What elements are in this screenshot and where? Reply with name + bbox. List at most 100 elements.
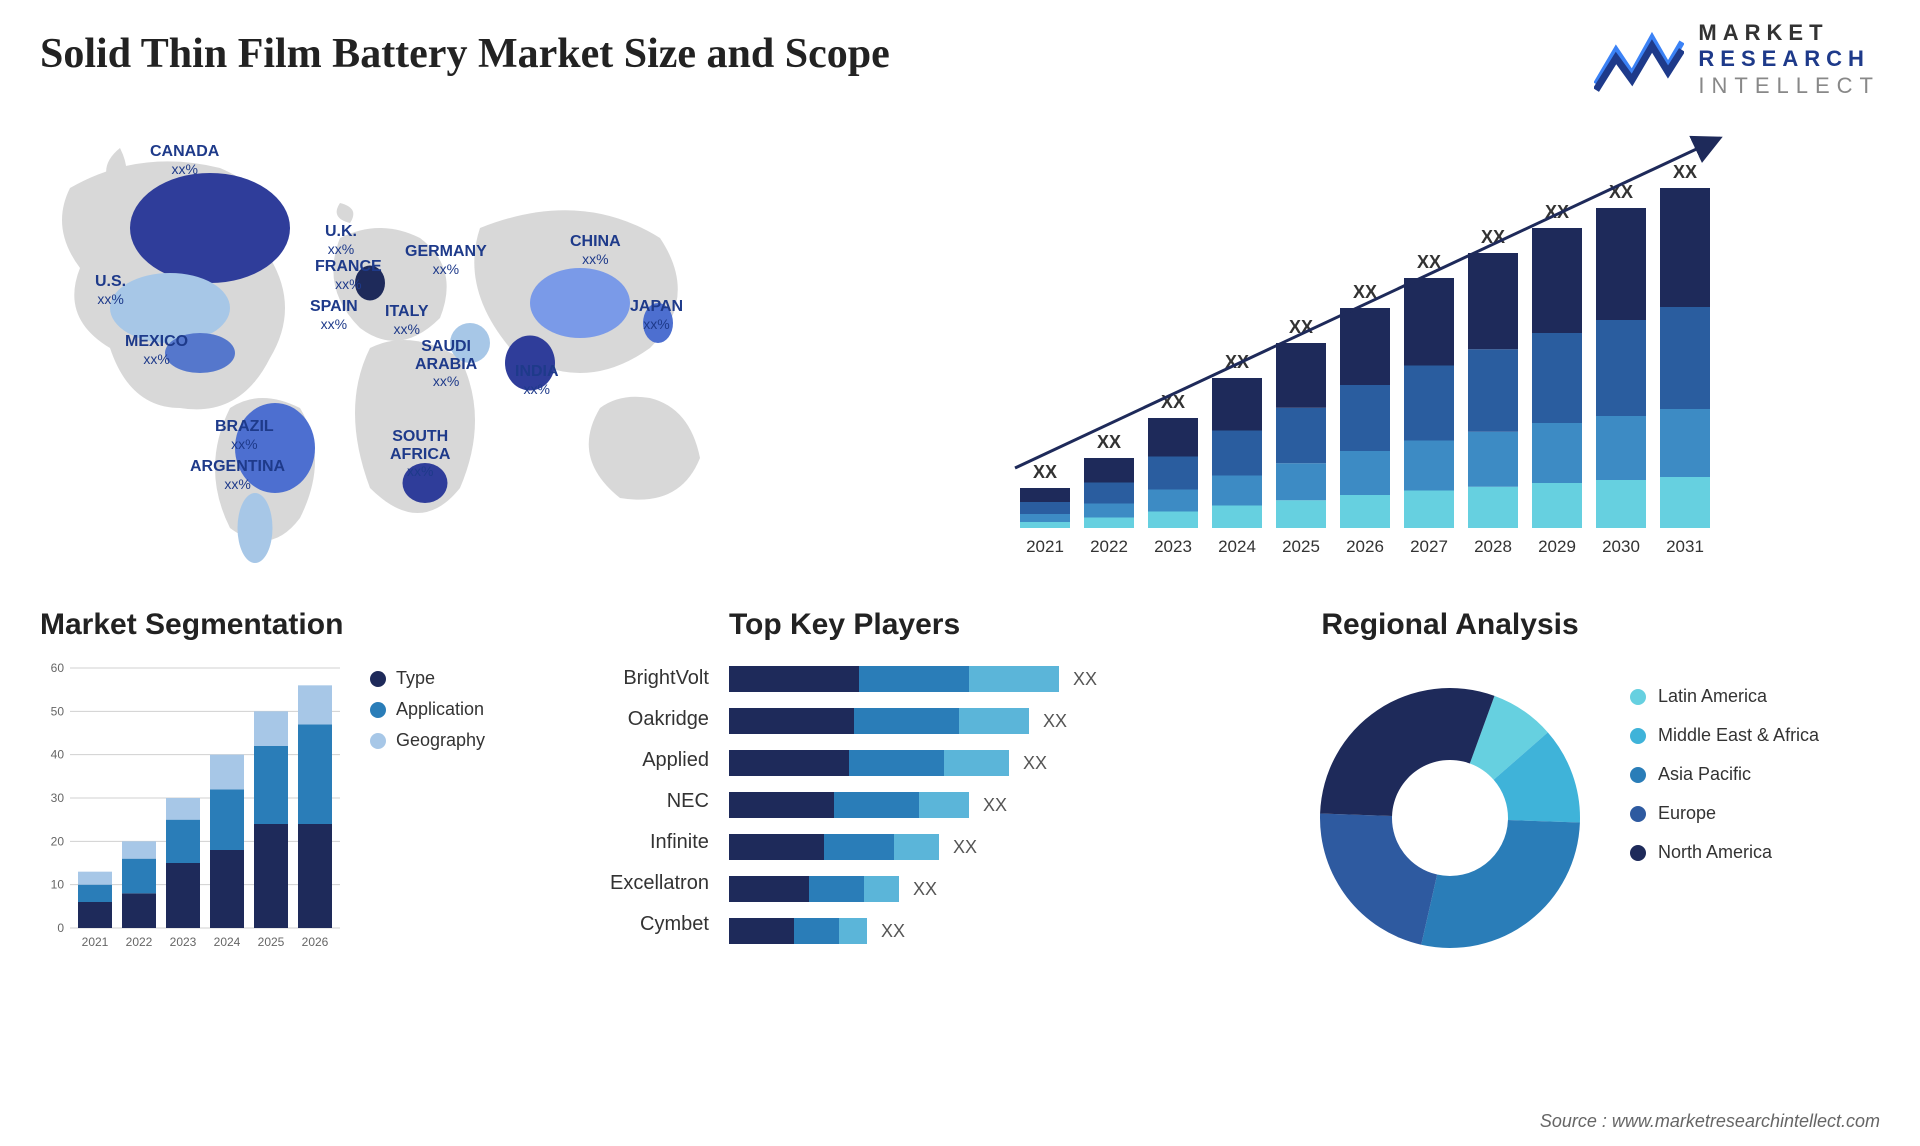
svg-text:50: 50 (51, 704, 65, 718)
tkp-label: Excellatron (610, 863, 709, 904)
regional-title: Regional Analysis (1300, 608, 1600, 642)
top-row: CANADAxx%U.S.xx%MEXICOxx%BRAZILxx%ARGENT… (40, 108, 1880, 568)
country-name: GERMANY (405, 243, 487, 260)
country-name: CHINA (570, 233, 621, 250)
tkp-labels: BrightVoltOakridgeAppliedNECInfiniteExce… (610, 608, 709, 963)
svg-text:2023: 2023 (170, 935, 197, 949)
legend-dot (370, 702, 386, 718)
legend-dot (1630, 767, 1646, 783)
tkp-bar (729, 666, 1059, 692)
tkp-bar-seg (944, 750, 1009, 776)
country-pct: xx% (407, 463, 433, 479)
page: Solid Thin Film Battery Market Size and … (0, 0, 1920, 1146)
country-pct: xx% (171, 161, 197, 177)
tkp-label: Applied (610, 740, 709, 781)
tkp-value: XX (1043, 711, 1067, 732)
tkp-bar-seg (919, 792, 969, 818)
country-pct: xx% (433, 261, 459, 277)
seg-legend-item: Application (370, 699, 485, 720)
tkp-bar-seg (729, 666, 859, 692)
regional-legend: Latin America Middle East & Africa Asia Pa… (1630, 608, 1819, 963)
regional-legend-item: Asia Pacific (1630, 764, 1819, 785)
svg-text:2031: 2031 (1666, 537, 1704, 556)
seg-legend-item: Geography (370, 730, 485, 751)
country-name: BRAZIL (215, 418, 274, 435)
bottom-row: Market Segmentation 01020304050602021202… (40, 608, 1880, 963)
svg-text:2023: 2023 (1154, 537, 1192, 556)
country-name: U.K. (325, 223, 357, 240)
tkp-bar-seg (969, 666, 1059, 692)
tkp-label: Infinite (610, 822, 709, 863)
logo-line-2: RESEARCH (1698, 46, 1880, 72)
country-name: SPAIN (310, 298, 358, 315)
map-label-japan: JAPANxx% (630, 298, 683, 333)
map-label-saudi-arabia: SAUDIARABIAxx% (415, 338, 477, 391)
top-key-players-panel: BrightVoltOakridgeAppliedNECInfiniteExce… (610, 608, 1270, 963)
tkp-row: XX (729, 742, 1270, 784)
svg-text:2025: 2025 (258, 935, 285, 949)
segmentation-title: Market Segmentation (40, 608, 580, 642)
tkp-rows: XXXXXXXXXXXXXX (729, 658, 1270, 952)
tkp-value: XX (1073, 669, 1097, 690)
tkp-bars-wrap: Top Key Players XXXXXXXXXXXXXX (729, 608, 1270, 963)
country-name: FRANCE (315, 258, 382, 275)
tkp-bar (729, 834, 939, 860)
map-label-u-s-: U.S.xx% (95, 273, 126, 308)
segmentation-panel: Market Segmentation 01020304050602021202… (40, 608, 580, 963)
tkp-row: XX (729, 700, 1270, 742)
svg-text:40: 40 (51, 748, 65, 762)
regional-legend-item: Latin America (1630, 686, 1819, 707)
regional-legend-item: Middle East & Africa (1630, 725, 1819, 746)
svg-text:2027: 2027 (1410, 537, 1448, 556)
map-label-canada: CANADAxx% (150, 143, 219, 178)
tkp-value: XX (881, 921, 905, 942)
legend-dot (1630, 728, 1646, 744)
brand-logo: MARKET RESEARCH INTELLECT (1594, 20, 1880, 99)
growth-chart-panel: XX2021XX2022XX2023XX2024XX2025XX2026XX20… (980, 108, 1880, 568)
tkp-bar-seg (959, 708, 1029, 734)
regional-donut (1300, 658, 1600, 958)
country-pct: xx% (524, 381, 550, 397)
legend-dot (1630, 845, 1646, 861)
country-pct: xx% (231, 436, 257, 452)
tkp-row: XX (729, 784, 1270, 826)
svg-text:2021: 2021 (82, 935, 109, 949)
svg-text:2030: 2030 (1602, 537, 1640, 556)
segmentation-legend: Type Application Geography (370, 658, 485, 761)
country-name: SOUTHAFRICA (390, 428, 450, 463)
legend-dot (370, 671, 386, 687)
seg-legend-item: Type (370, 668, 485, 689)
country-pct: xx% (394, 321, 420, 337)
svg-text:2026: 2026 (1346, 537, 1384, 556)
map-label-china: CHINAxx% (570, 233, 621, 268)
tkp-bar-seg (849, 750, 944, 776)
svg-text:20: 20 (51, 834, 65, 848)
legend-label: Geography (396, 730, 485, 751)
map-label-italy: ITALYxx% (385, 303, 429, 338)
legend-label: North America (1658, 842, 1772, 863)
svg-text:2024: 2024 (214, 935, 241, 949)
tkp-bar-seg (824, 834, 894, 860)
tkp-bar-seg (834, 792, 919, 818)
tkp-title: Top Key Players (729, 608, 1270, 642)
svg-text:XX: XX (1097, 432, 1121, 452)
legend-dot (1630, 689, 1646, 705)
brand-logo-icon (1594, 28, 1684, 92)
legend-label: Application (396, 699, 484, 720)
tkp-bar-seg (729, 876, 809, 902)
country-name: INDIA (515, 363, 559, 380)
svg-text:2022: 2022 (1090, 537, 1128, 556)
tkp-row: XX (729, 658, 1270, 700)
tkp-bar-seg (729, 750, 849, 776)
logo-line-1: MARKET (1698, 20, 1880, 46)
legend-label: Europe (1658, 803, 1716, 824)
tkp-value: XX (1023, 753, 1047, 774)
tkp-label: NEC (610, 781, 709, 822)
map-label-brazil: BRAZILxx% (215, 418, 274, 453)
tkp-row: XX (729, 868, 1270, 910)
legend-label: Type (396, 668, 435, 689)
tkp-label: BrightVolt (610, 658, 709, 699)
legend-label: Latin America (1658, 686, 1767, 707)
regional-donut-wrap: Regional Analysis (1300, 608, 1600, 963)
legend-dot (370, 733, 386, 749)
